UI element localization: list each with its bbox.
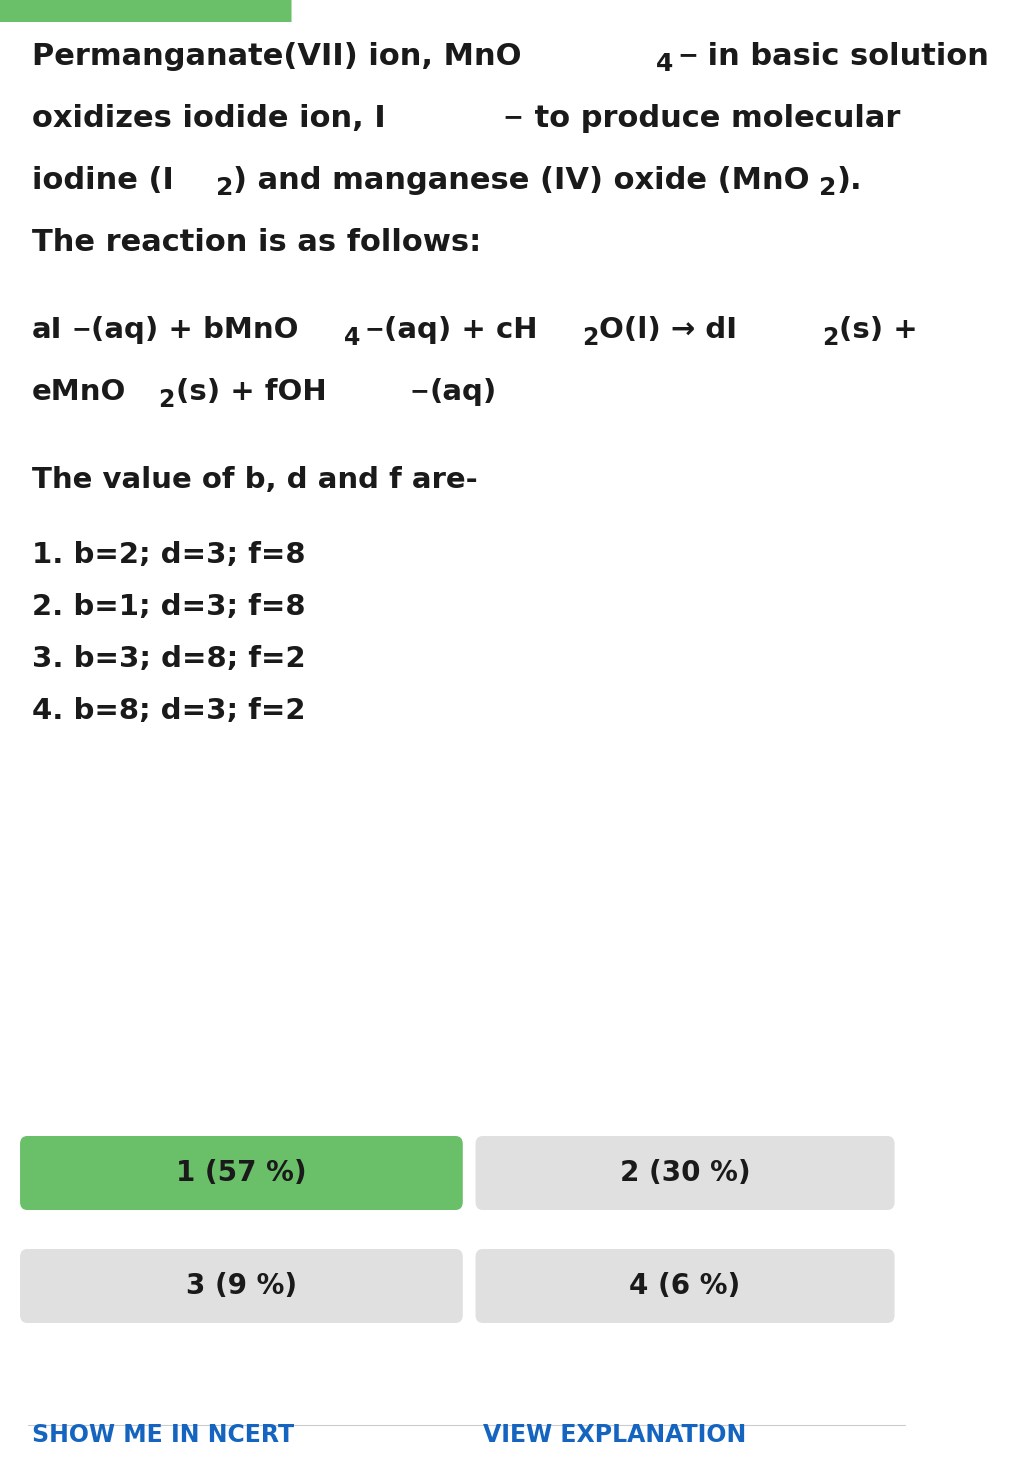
Text: aI: aI — [32, 316, 62, 344]
Text: −: − — [678, 43, 698, 66]
Text: −: − — [365, 318, 384, 341]
Text: −: − — [410, 380, 430, 403]
Text: eMnO: eMnO — [32, 378, 126, 406]
Text: VIEW EXPLANATION: VIEW EXPLANATION — [483, 1422, 746, 1447]
Text: SHOW ME IN NCERT: SHOW ME IN NCERT — [32, 1422, 294, 1447]
FancyBboxPatch shape — [475, 1250, 895, 1323]
Text: The reaction is as follows:: The reaction is as follows: — [32, 227, 481, 257]
Text: (aq) + cH: (aq) + cH — [384, 316, 538, 344]
Text: ) and manganese (IV) oxide (MnO: ) and manganese (IV) oxide (MnO — [233, 165, 810, 195]
Text: 3 (9 %): 3 (9 %) — [185, 1272, 297, 1300]
Text: −: − — [503, 105, 524, 128]
FancyBboxPatch shape — [475, 1136, 895, 1210]
Text: 2: 2 — [216, 176, 233, 199]
Text: to produce molecular: to produce molecular — [524, 103, 900, 133]
Text: (aq) + bMnO: (aq) + bMnO — [91, 316, 299, 344]
Text: 4: 4 — [344, 326, 360, 350]
Text: (s) +: (s) + — [839, 316, 918, 344]
Text: 4 (6 %): 4 (6 %) — [630, 1272, 740, 1300]
Text: (aq): (aq) — [430, 378, 498, 406]
FancyBboxPatch shape — [0, 0, 292, 22]
Text: O(l) → dI: O(l) → dI — [599, 316, 737, 344]
Text: 2: 2 — [821, 326, 838, 350]
Text: 1. b=2; d=3; f=8: 1. b=2; d=3; f=8 — [32, 541, 305, 569]
Text: 2: 2 — [159, 388, 175, 412]
Text: (s) + fOH: (s) + fOH — [176, 378, 327, 406]
Text: 2: 2 — [582, 326, 598, 350]
Text: −: − — [71, 318, 91, 341]
Text: 3. b=3; d=8; f=2: 3. b=3; d=8; f=2 — [32, 645, 305, 674]
Text: Permanganate(VII) ion, MnO: Permanganate(VII) ion, MnO — [32, 41, 521, 71]
Text: 4. b=8; d=3; f=2: 4. b=8; d=3; f=2 — [32, 697, 305, 725]
Text: 1 (57 %): 1 (57 %) — [176, 1159, 307, 1188]
Text: oxidizes iodide ion, I: oxidizes iodide ion, I — [32, 103, 386, 133]
Text: ).: ). — [837, 165, 862, 195]
Text: The value of b, d and f are-: The value of b, d and f are- — [32, 467, 477, 493]
Text: 2. b=1; d=3; f=8: 2. b=1; d=3; f=8 — [32, 592, 305, 620]
Text: 2: 2 — [819, 176, 837, 199]
FancyBboxPatch shape — [20, 1136, 463, 1210]
Text: in basic solution: in basic solution — [697, 41, 989, 71]
FancyBboxPatch shape — [20, 1250, 463, 1323]
Text: 4: 4 — [656, 52, 674, 75]
Text: iodine (I: iodine (I — [32, 165, 174, 195]
Text: 2 (30 %): 2 (30 %) — [620, 1159, 751, 1188]
